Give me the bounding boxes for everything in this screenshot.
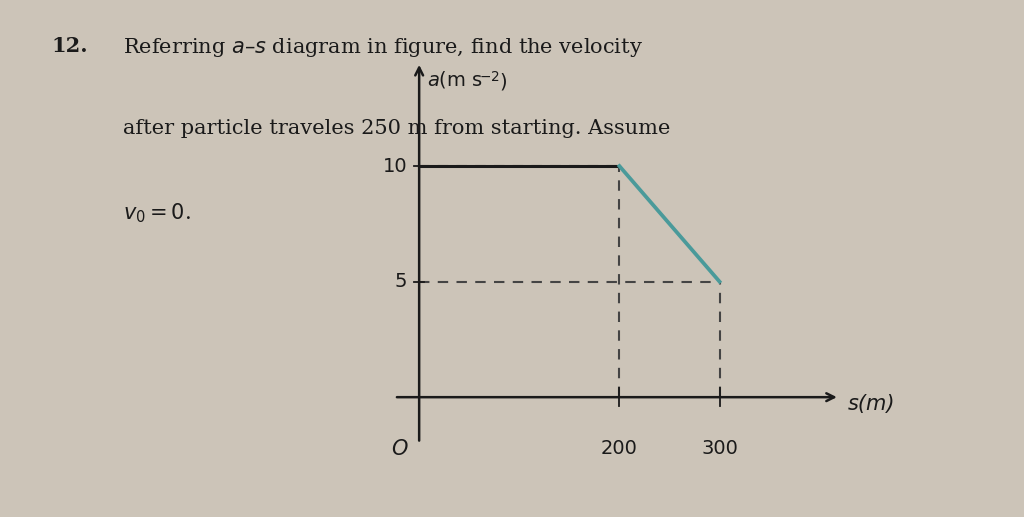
Text: 10: 10 xyxy=(383,157,408,176)
Text: s(m): s(m) xyxy=(848,394,895,414)
Text: $a$(m s: $a$(m s xyxy=(427,69,483,90)
Text: 5: 5 xyxy=(394,272,408,291)
Text: after particle traveles 250 m from starting. Assume: after particle traveles 250 m from start… xyxy=(123,119,671,138)
Text: 300: 300 xyxy=(701,439,738,458)
Text: Referring $a$–$s$ diagram in figure, find the velocity: Referring $a$–$s$ diagram in figure, fin… xyxy=(123,36,643,59)
Text: $v_0 = 0$.: $v_0 = 0$. xyxy=(123,202,190,225)
Text: O: O xyxy=(391,439,408,459)
Text: 200: 200 xyxy=(601,439,638,458)
Text: $^{-2}$): $^{-2}$) xyxy=(479,69,508,93)
Text: 12.: 12. xyxy=(51,36,88,56)
